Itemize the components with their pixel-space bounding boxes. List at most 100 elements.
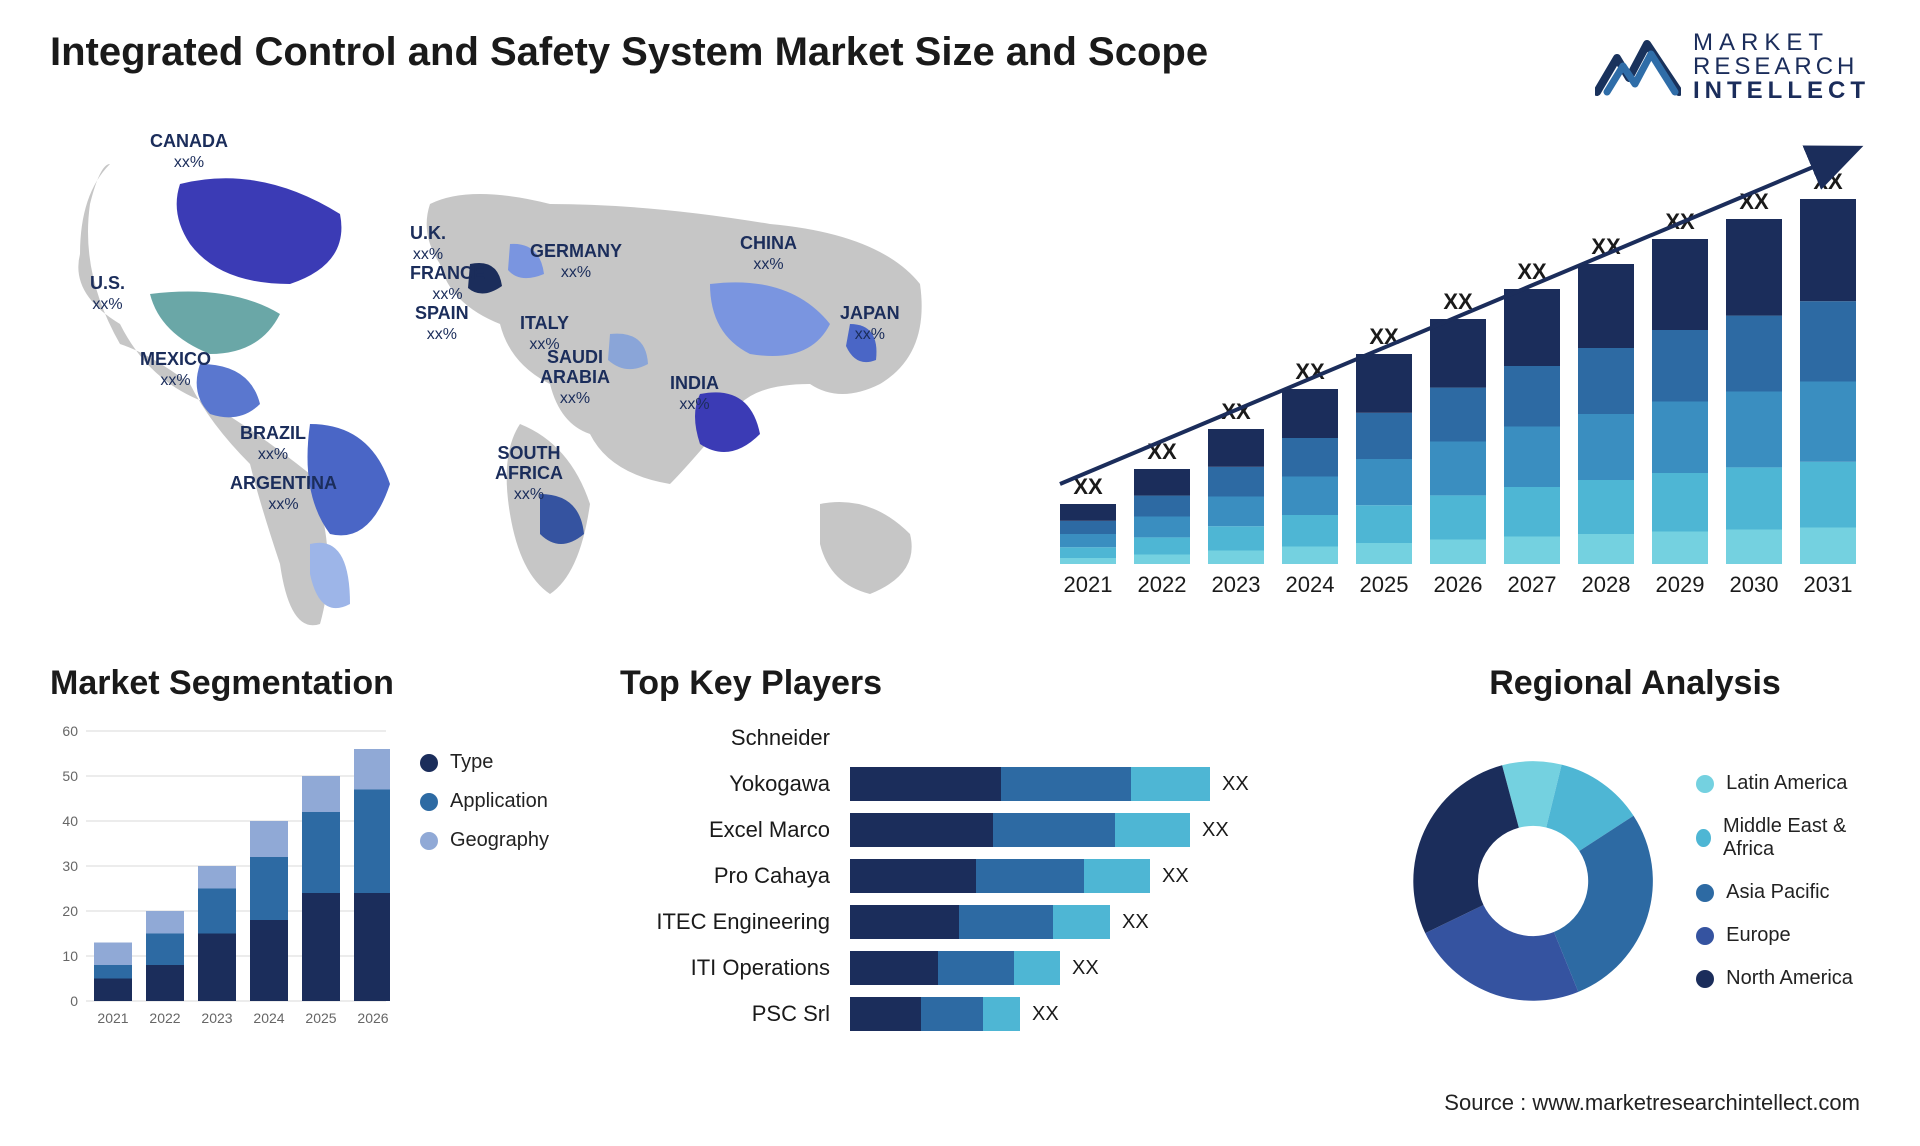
region-legend-item: Asia Pacific xyxy=(1696,881,1870,904)
svg-text:2023: 2023 xyxy=(1212,572,1261,597)
growth-chart-svg: XX2021XX2022XX2023XX2024XX2025XX2026XX20… xyxy=(1050,124,1880,644)
segmentation-chart: 0102030405060202120222023202420252026 xyxy=(50,721,390,1031)
svg-text:60: 60 xyxy=(62,723,78,739)
page-title: Integrated Control and Safety System Mar… xyxy=(50,30,1208,75)
player-bar-row: XX xyxy=(850,997,1370,1031)
player-bar-segment xyxy=(1115,813,1190,847)
player-bar-row: XX xyxy=(850,813,1370,847)
player-bar-segment xyxy=(1053,905,1110,939)
player-bar-row: XX xyxy=(850,859,1370,893)
player-bar-segment xyxy=(1084,859,1150,893)
svg-text:2022: 2022 xyxy=(1138,572,1187,597)
player-bar-row: XX xyxy=(850,951,1370,985)
player-bar xyxy=(850,813,1190,847)
player-bar xyxy=(850,997,1020,1031)
logo-word-3: INTELLECT xyxy=(1693,79,1870,103)
player-bar-segment xyxy=(1131,767,1210,801)
logo-word-2: RESEARCH xyxy=(1693,55,1870,79)
legend-swatch xyxy=(420,832,438,850)
logo-icon xyxy=(1595,30,1681,104)
country-label: INDIAxx% xyxy=(670,374,719,414)
regional-legend: Latin America Middle East & Africa Asia Pa… xyxy=(1696,772,1870,990)
svg-text:2024: 2024 xyxy=(253,1010,284,1026)
player-bar-segment xyxy=(850,951,938,985)
svg-text:2021: 2021 xyxy=(97,1010,128,1026)
player-bar xyxy=(850,905,1110,939)
regional-panel: Regional Analysis Latin America Middle Ea… xyxy=(1400,664,1870,1041)
country-label: U.K.xx% xyxy=(410,224,446,264)
region-legend-label: Middle East & Africa xyxy=(1723,815,1870,861)
country-label: MEXICOxx% xyxy=(140,350,211,390)
player-bar-value: XX xyxy=(1072,957,1099,980)
svg-text:2030: 2030 xyxy=(1730,572,1779,597)
country-label: SPAINxx% xyxy=(415,304,469,344)
segmentation-panel: Market Segmentation 01020304050602021202… xyxy=(50,664,590,1031)
player-bar-segment xyxy=(993,813,1115,847)
player-bar-segment xyxy=(921,997,982,1031)
country-label: SAUDIARABIAxx% xyxy=(540,348,610,407)
logo-word-1: MARKET xyxy=(1693,31,1870,55)
country-label: BRAZILxx% xyxy=(240,424,306,464)
key-players-list: SchneiderYokogawaExcel MarcoPro CahayaIT… xyxy=(620,721,830,1031)
player-bar-row xyxy=(850,721,1370,755)
key-players-title: Top Key Players xyxy=(620,664,1370,703)
key-players-bars: XX XX XX XX XX XX xyxy=(850,721,1370,1031)
player-name: PSC Srl xyxy=(620,997,830,1031)
legend-item: Geography xyxy=(420,829,549,852)
player-name: ITI Operations xyxy=(620,951,830,985)
regional-title: Regional Analysis xyxy=(1400,664,1870,703)
player-bar-value: XX xyxy=(1122,911,1149,934)
region-legend-item: North America xyxy=(1696,967,1870,990)
player-bar-segment xyxy=(850,997,921,1031)
legend-label: Application xyxy=(450,790,548,813)
legend-label: Type xyxy=(450,751,493,774)
svg-text:2025: 2025 xyxy=(305,1010,336,1026)
svg-text:2027: 2027 xyxy=(1508,572,1557,597)
player-bar-row: XX xyxy=(850,905,1370,939)
country-label: CHINAxx% xyxy=(740,234,797,274)
svg-text:2022: 2022 xyxy=(149,1010,180,1026)
player-bar-segment xyxy=(1001,767,1131,801)
legend-label: Geography xyxy=(450,829,549,852)
regional-donut xyxy=(1400,721,1666,1041)
region-legend-label: Europe xyxy=(1726,924,1791,947)
country-label: U.S.xx% xyxy=(90,274,125,314)
segmentation-legend: Type Application Geography xyxy=(420,721,549,1031)
region-legend-label: Latin America xyxy=(1726,772,1847,795)
svg-text:2031: 2031 xyxy=(1804,572,1853,597)
player-bar xyxy=(850,951,1060,985)
svg-text:10: 10 xyxy=(62,948,78,964)
legend-swatch xyxy=(420,754,438,772)
region-legend-item: Europe xyxy=(1696,924,1870,947)
svg-text:XX: XX xyxy=(1813,169,1843,194)
segmentation-title: Market Segmentation xyxy=(50,664,590,703)
legend-swatch xyxy=(1696,775,1714,793)
legend-swatch xyxy=(420,793,438,811)
svg-text:20: 20 xyxy=(62,903,78,919)
player-bar xyxy=(850,767,1210,801)
player-bar-row: XX xyxy=(850,767,1370,801)
legend-item: Type xyxy=(420,751,549,774)
legend-swatch xyxy=(1696,970,1714,988)
svg-text:2028: 2028 xyxy=(1582,572,1631,597)
player-bar-segment xyxy=(850,813,993,847)
player-bar xyxy=(850,859,1150,893)
player-name: Pro Cahaya xyxy=(620,859,830,893)
player-bar-segment xyxy=(850,905,959,939)
player-bar-segment xyxy=(976,859,1084,893)
player-bar-value: XX xyxy=(1032,1003,1059,1026)
growth-chart: XX2021XX2022XX2023XX2024XX2025XX2026XX20… xyxy=(1050,124,1880,644)
svg-text:2029: 2029 xyxy=(1656,572,1705,597)
player-bar-segment xyxy=(938,951,1014,985)
player-bar-value: XX xyxy=(1222,773,1249,796)
svg-text:0: 0 xyxy=(70,993,78,1009)
country-label: JAPANxx% xyxy=(840,304,900,344)
region-legend-item: Latin America xyxy=(1696,772,1870,795)
country-label: ARGENTINAxx% xyxy=(230,474,337,514)
country-label: GERMANYxx% xyxy=(530,242,622,282)
country-label: SOUTHAFRICAxx% xyxy=(495,444,563,503)
player-bar-segment xyxy=(850,767,1001,801)
region-legend-label: North America xyxy=(1726,967,1853,990)
svg-text:40: 40 xyxy=(62,813,78,829)
player-name: ITEC Engineering xyxy=(620,905,830,939)
